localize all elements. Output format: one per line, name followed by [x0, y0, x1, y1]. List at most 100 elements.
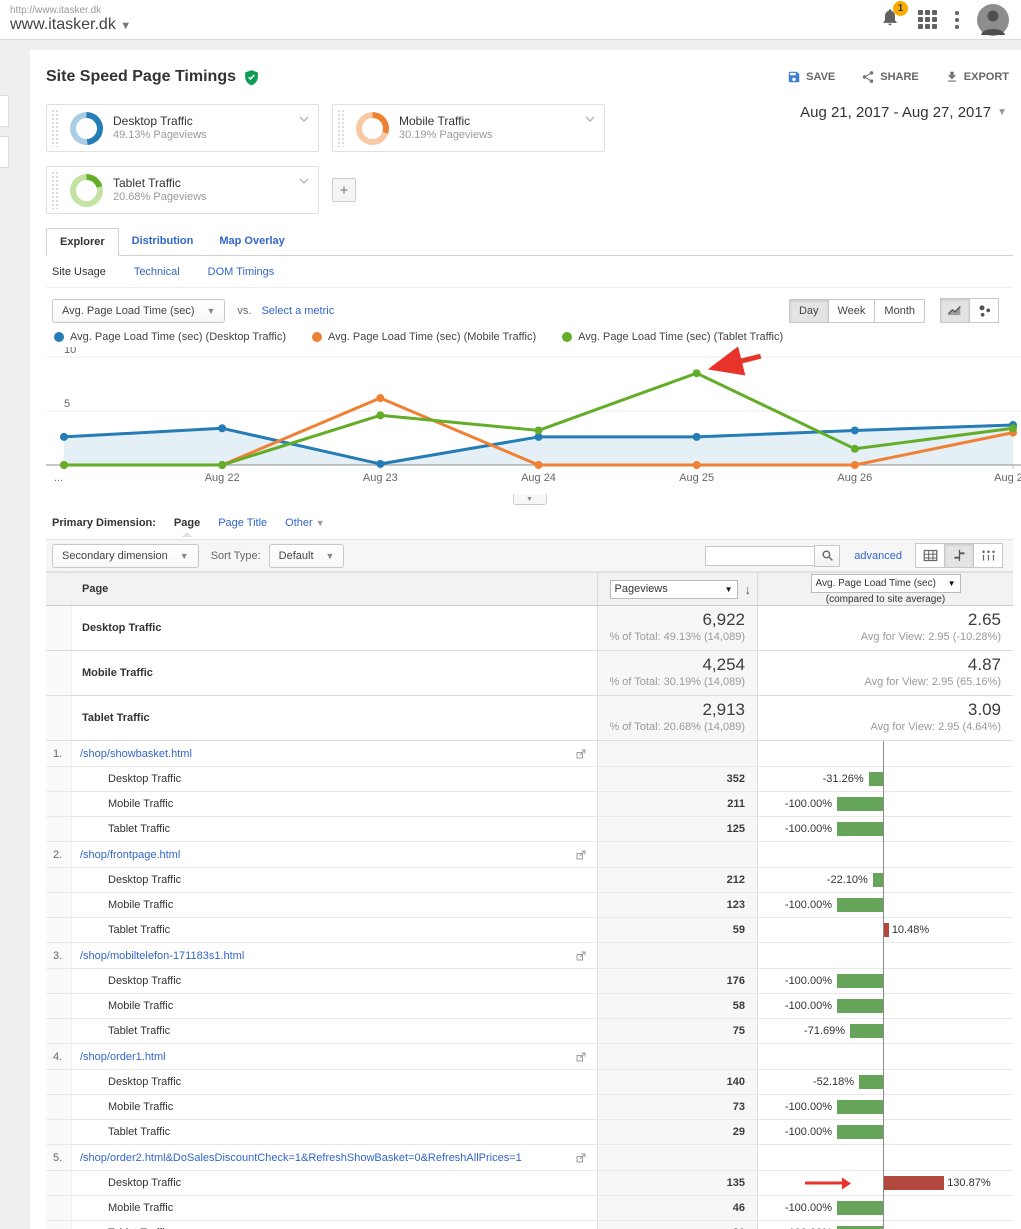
segment-label: Desktop Traffic	[108, 1177, 182, 1189]
pivot-view-button[interactable]	[973, 543, 1003, 568]
metric-bar-cell: -31.26%	[757, 767, 1013, 792]
open-page-icon[interactable]	[575, 748, 587, 760]
open-page-icon[interactable]	[575, 1051, 587, 1063]
page-link[interactable]: /shop/frontpage.html	[80, 848, 181, 861]
export-button[interactable]: EXPORT	[945, 70, 1009, 84]
comparison-view-button[interactable]	[944, 543, 974, 568]
table-search-button[interactable]	[814, 544, 841, 567]
primary-dimension-page[interactable]: Page	[174, 517, 200, 537]
select-a-metric-link[interactable]: Select a metric	[261, 304, 335, 317]
drag-handle[interactable]	[51, 171, 60, 209]
segment-card-tablet[interactable]: Tablet Traffic 20.68% Pageviews	[46, 166, 319, 214]
share-button[interactable]: SHARE	[861, 70, 919, 84]
secondary-dimension-dropdown[interactable]: Secondary dimension ▼	[52, 543, 199, 568]
primary-dimension-page-title[interactable]: Page Title	[218, 517, 268, 529]
page-link[interactable]: /shop/mobiltelefon-171183s1.html	[80, 949, 245, 962]
pageviews-column-selector[interactable]: Pageviews ▼	[609, 579, 738, 599]
page-link[interactable]: /shop/showbasket.html	[80, 747, 192, 760]
more-menu-icon[interactable]	[955, 10, 959, 29]
metric-subtext: Avg for View: 2.95 (-10.28%)	[860, 631, 1001, 643]
tab-distribution[interactable]: Distribution	[131, 235, 194, 247]
segment-card-mobile[interactable]: Mobile Traffic 30.19% Pageviews	[332, 104, 605, 152]
pageviews-value: 140	[726, 1076, 745, 1088]
apps-grid-icon[interactable]	[918, 10, 937, 29]
page-link[interactable]: /shop/order1.html	[80, 1050, 166, 1063]
sort-direction-arrow[interactable]: ↓	[744, 581, 752, 597]
pageviews-cell: 212	[597, 868, 757, 892]
comparison-bar	[837, 797, 883, 811]
segment-card-desktop[interactable]: Desktop Traffic 49.13% Pageviews	[46, 104, 319, 152]
segment-label: Mobile Traffic	[108, 899, 174, 911]
granularity-month[interactable]: Month	[874, 298, 925, 323]
pageviews-cell: 46	[597, 1196, 757, 1220]
notifications-button[interactable]: 1	[880, 1, 908, 32]
timeseries-chart: 5 10... Aug 22 Aug 23 Aug 24 Aug 25 Aug 26 Aug …	[46, 344, 1021, 505]
granularity-toggle: Day Week Month	[788, 298, 925, 323]
granularity-day[interactable]: Day	[788, 298, 829, 323]
advanced-filter-link[interactable]: advanced	[854, 549, 902, 562]
tab-map-overlay[interactable]: Map Overlay	[219, 235, 285, 247]
comparison-bar-label: -100.00%	[784, 975, 832, 987]
sort-type-label: Sort Type:	[210, 549, 261, 562]
pageviews-cell: 135	[597, 1171, 757, 1195]
bar-axis	[883, 1145, 884, 1171]
table-header-row: Page Pageviews ▼ ↓ Avg. Page Load Time (s…	[46, 572, 1013, 606]
tab-explorer[interactable]: Explorer	[46, 228, 119, 256]
pageviews-value: 29	[732, 1126, 745, 1138]
left-edge-tab[interactable]	[0, 136, 9, 168]
chevron-down-icon[interactable]	[296, 111, 312, 127]
open-page-icon[interactable]	[575, 950, 587, 962]
save-button[interactable]: SAVE	[787, 70, 835, 84]
mobile-donut-icon	[356, 111, 389, 145]
page-group-row: 2. /shop/frontpage.html	[46, 842, 1013, 868]
segment-label: Mobile Traffic	[108, 1101, 174, 1113]
pageviews-value: 4,254	[702, 655, 745, 674]
avatar[interactable]	[977, 3, 1009, 36]
pageviews-value: 212	[726, 874, 745, 886]
comparison-bar	[884, 923, 889, 937]
segment-data-row: Desktop Traffic 176 -100.00%	[46, 969, 1013, 994]
open-page-icon[interactable]	[575, 849, 587, 861]
left-edge-tab[interactable]	[0, 95, 9, 127]
drag-handle[interactable]	[51, 109, 60, 147]
primary-dimension-other[interactable]: Other ▼	[285, 517, 325, 529]
line-chart-icon	[947, 306, 961, 316]
granularity-week[interactable]: Week	[827, 298, 876, 323]
open-page-icon[interactable]	[575, 1152, 587, 1164]
metric-column-selector[interactable]: Avg. Page Load Time (sec) ▼	[810, 573, 961, 593]
segment-label-cell: Tablet Traffic	[46, 1019, 597, 1043]
pageviews-value: 21	[733, 1227, 745, 1229]
pageviews-value: 73	[732, 1101, 745, 1113]
sort-type-dropdown[interactable]: Default ▼	[268, 543, 345, 568]
motion-chart-view-button[interactable]	[969, 298, 999, 323]
account-name[interactable]: www.itasker.dk ▼	[10, 16, 132, 34]
chevron-down-icon[interactable]	[296, 173, 312, 189]
chevron-down-icon[interactable]	[582, 111, 598, 127]
subtab-site-usage[interactable]: Site Usage	[52, 266, 106, 278]
segment-label-cell: Tablet Traffic	[46, 1120, 597, 1144]
drag-handle[interactable]	[337, 109, 346, 147]
line-chart-view-button[interactable]	[940, 298, 970, 323]
segment-label-cell: Desktop Traffic	[46, 868, 597, 892]
pageviews-cell	[597, 1145, 757, 1170]
add-segment-button[interactable]: +	[332, 178, 356, 202]
chart-expand-notch[interactable]: ▼	[512, 494, 547, 505]
row-index: 2.	[46, 842, 72, 867]
date-range-selector[interactable]: Aug 21, 2017 - Aug 27, 2017 ▼	[800, 104, 1007, 121]
table-search-input[interactable]	[705, 545, 816, 566]
pageviews-value: 135	[726, 1177, 745, 1189]
page-column-header[interactable]: Page	[82, 583, 109, 595]
svg-text:10: 10	[64, 347, 76, 356]
page-cell: 1. /shop/showbasket.html	[46, 741, 597, 766]
subtab-technical[interactable]: Technical	[133, 266, 180, 278]
metric-select-dropdown[interactable]: Avg. Page Load Time (sec) ▼	[52, 298, 226, 323]
bar-axis	[883, 918, 884, 943]
line-chart: 5 10... Aug 22 Aug 23 Aug 24 Aug 25 Aug 26 Aug …	[46, 344, 1021, 484]
index-cell	[46, 1171, 72, 1195]
comparison-bar-label: -100.00%	[784, 1202, 832, 1214]
table-view-button[interactable]	[915, 543, 945, 568]
subtab-dom-timings[interactable]: DOM Timings	[207, 266, 275, 278]
account-selector[interactable]: http://www.itasker.dk www.itasker.dk ▼	[10, 5, 131, 34]
segment-label-cell: Tablet Traffic	[46, 1221, 597, 1229]
page-link[interactable]: /shop/order2.html&DoSalesDiscountCheck=1…	[80, 1151, 522, 1164]
